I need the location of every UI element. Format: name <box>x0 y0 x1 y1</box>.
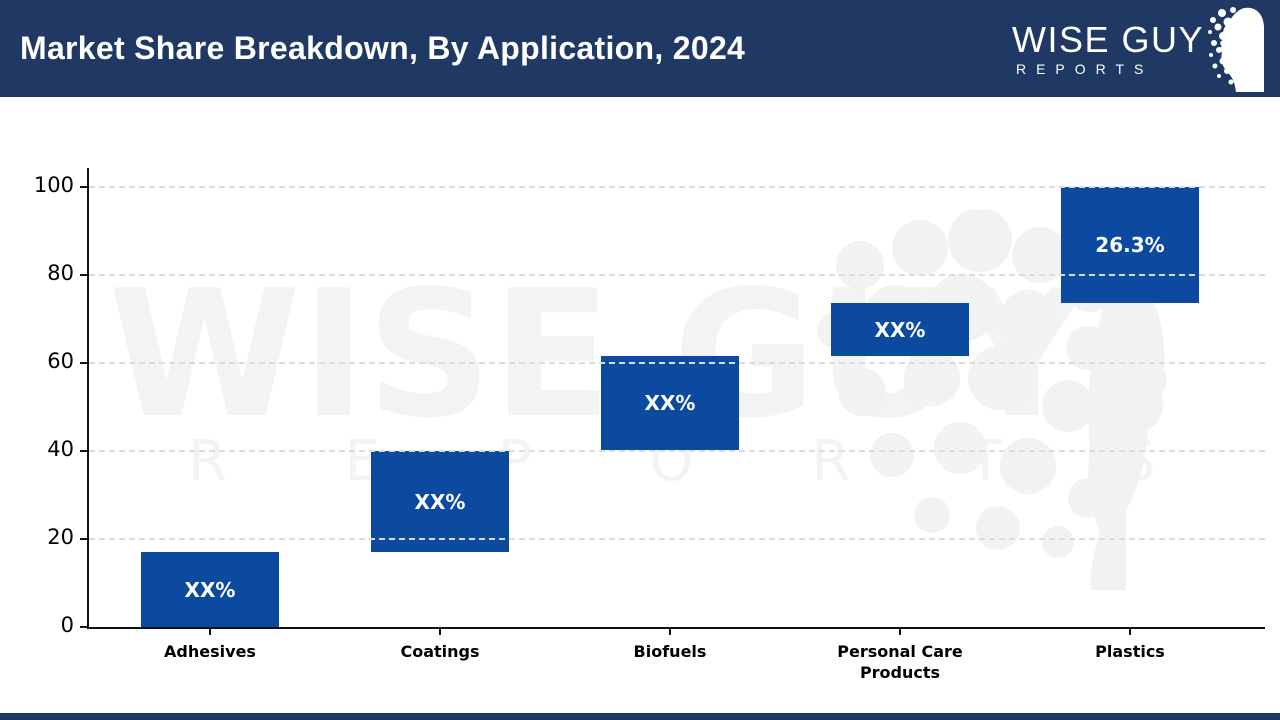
y-tick-label-0: 0 <box>60 613 74 637</box>
y-tick-0 <box>80 626 87 628</box>
wiseguy-logo: WISE GUY REPORTS <box>1012 6 1266 92</box>
logo-head-icon <box>1208 7 1264 92</box>
y-tick-20 <box>80 538 87 540</box>
bar-personal-care-products: XX% <box>831 303 969 356</box>
bar-biofuels: XX% <box>601 355 739 451</box>
x-tick-plastics <box>1129 629 1131 635</box>
gridline-100 <box>89 186 1265 188</box>
y-tick-100 <box>80 186 87 188</box>
y-tick-label-60: 60 <box>47 349 74 373</box>
bottom-accent-bar <box>0 713 1280 720</box>
x-tick-biofuels <box>669 629 671 635</box>
x-tick-adhesives <box>209 629 211 635</box>
gridline-80 <box>89 274 1265 276</box>
gridline-40 <box>89 450 1265 452</box>
x-label-plastics: Plastics <box>1095 642 1165 661</box>
y-tick-80 <box>80 274 87 276</box>
logo-text: WISE GUY REPORTS <box>1011 19 1204 78</box>
bar-value-label: 26.3% <box>1095 232 1165 257</box>
logo-wordmark: WISE GUY <box>1011 19 1204 60</box>
bar-value-label: XX% <box>184 577 236 602</box>
logo-subtext: REPORTS <box>1015 61 1154 77</box>
x-tick-personal-care-products <box>899 629 901 635</box>
y-tick-label-20: 20 <box>47 525 74 549</box>
bar-adhesives: XX% <box>141 552 279 627</box>
y-axis-line <box>87 168 89 629</box>
y-tick-40 <box>80 450 87 452</box>
gridline-20 <box>89 538 1265 540</box>
chart-title: Market Share Breakdown, By Application, … <box>20 30 746 66</box>
gridline-60 <box>89 362 1265 364</box>
x-label-adhesives: Adhesives <box>164 642 256 661</box>
bar-coatings: XX% <box>371 451 509 553</box>
title-bar: Market Share Breakdown, By Application, … <box>0 0 1280 97</box>
x-label-coatings: Coatings <box>400 642 480 661</box>
x-axis-line <box>87 627 1265 629</box>
bar-plastics: 26.3% <box>1061 187 1199 303</box>
x-tick-coatings <box>439 629 441 635</box>
y-tick-label-40: 40 <box>47 437 74 461</box>
bar-value-label: XX% <box>644 391 696 416</box>
bar-value-label: XX% <box>414 489 466 514</box>
y-tick-label-100: 100 <box>33 173 74 197</box>
x-label-biofuels: Biofuels <box>633 642 707 661</box>
y-tick-60 <box>80 362 87 364</box>
x-label-personal-care-products: Personal Care Products <box>837 642 963 682</box>
y-tick-label-80: 80 <box>47 261 74 285</box>
bar-value-label: XX% <box>874 317 926 342</box>
